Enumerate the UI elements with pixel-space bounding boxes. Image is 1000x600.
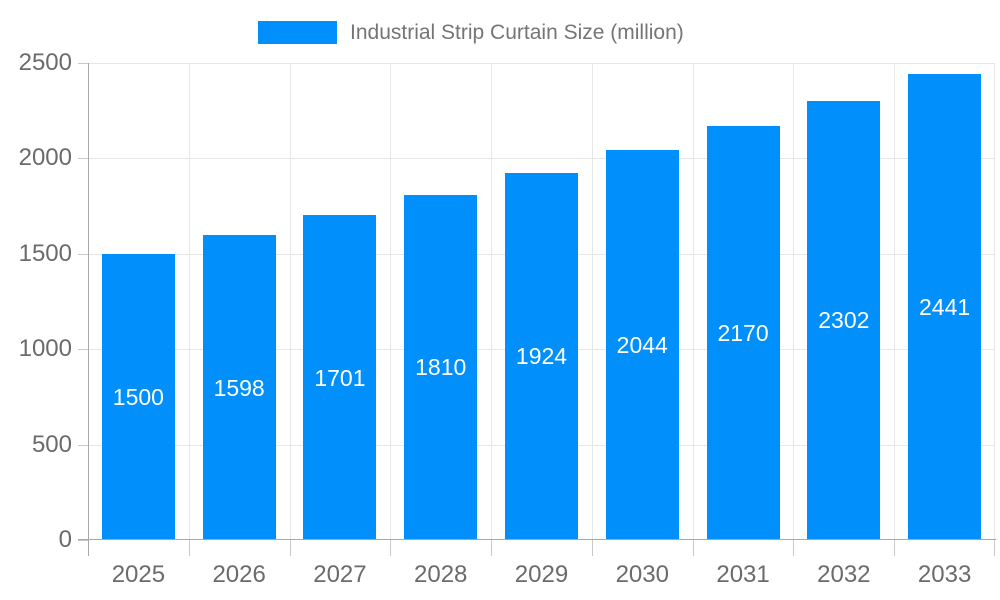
x-tick-mark <box>491 540 493 556</box>
y-tick-mark <box>78 253 88 255</box>
x-axis-line <box>78 539 996 540</box>
x-axis-category-label: 2032 <box>817 561 871 588</box>
x-axis-category-label: 2027 <box>313 561 367 588</box>
v-gridline <box>390 63 392 540</box>
legend-swatch <box>258 21 337 44</box>
x-axis-category-label: 2030 <box>615 561 669 588</box>
x-tick-mark <box>894 540 896 556</box>
bar-2032[interactable] <box>807 100 881 540</box>
x-axis-category-label: 2031 <box>716 561 770 588</box>
v-gridline <box>591 63 593 540</box>
y-axis-tick-label: 2500 <box>18 49 72 76</box>
v-gridline <box>994 63 995 540</box>
legend-label: Industrial Strip Curtain Size (million) <box>350 21 684 44</box>
bar-2029[interactable] <box>505 172 578 540</box>
v-gridline <box>491 63 493 540</box>
y-axis-tick-label: 1000 <box>18 335 72 363</box>
x-axis-category-label: 2025 <box>111 561 166 588</box>
bar-2033[interactable] <box>908 74 982 540</box>
y-axis-tick-label: 0 <box>58 526 72 553</box>
h-gridline <box>88 63 995 64</box>
bar-2026[interactable] <box>202 235 276 540</box>
v-gridline <box>692 63 694 540</box>
h-gridline <box>88 158 995 160</box>
v-gridline <box>289 63 291 540</box>
legend-item[interactable]: Industrial Strip Curtain Size (million) <box>258 21 684 44</box>
y-tick-mark <box>78 444 88 446</box>
y-tick-mark <box>78 63 88 64</box>
bar-2025[interactable] <box>101 253 175 540</box>
y-tick-mark <box>78 158 88 160</box>
x-axis-category-label: 2028 <box>414 561 468 588</box>
plot-area: 1500 1598 1701 1810 1924 2044 2170 2302 2441 <box>78 63 996 556</box>
y-axis-line <box>88 63 89 556</box>
x-tick-mark <box>289 540 291 556</box>
x-tick-mark <box>793 540 795 556</box>
x-tick-mark <box>188 540 190 556</box>
x-axis-category-label: 2026 <box>212 561 266 588</box>
v-gridline <box>793 63 795 540</box>
y-axis-tick-label: 500 <box>31 430 72 458</box>
v-gridline <box>894 63 896 540</box>
y-tick-mark <box>78 540 88 541</box>
v-gridline <box>188 63 190 540</box>
x-tick-mark <box>994 540 995 556</box>
y-axis-tick-label: 2000 <box>18 144 72 172</box>
bar-2030[interactable] <box>605 150 679 540</box>
bar-2031[interactable] <box>706 125 780 540</box>
x-tick-mark <box>591 540 593 556</box>
x-tick-mark <box>692 540 694 556</box>
y-axis-tick-label: 1500 <box>18 239 72 267</box>
bar-2027[interactable] <box>303 215 377 540</box>
x-axis-labels: 2025 2026 2027 2028 2029 2030 2031 2032 2033 <box>88 560 995 594</box>
bar-2028[interactable] <box>404 194 478 540</box>
x-axis-category-label: 2029 <box>514 561 569 588</box>
x-tick-mark <box>390 540 392 556</box>
x-axis-category-label: 2033 <box>917 561 972 588</box>
y-axis-labels: 0 500 1000 1500 2000 2500 <box>0 0 72 600</box>
y-tick-mark <box>78 349 88 351</box>
